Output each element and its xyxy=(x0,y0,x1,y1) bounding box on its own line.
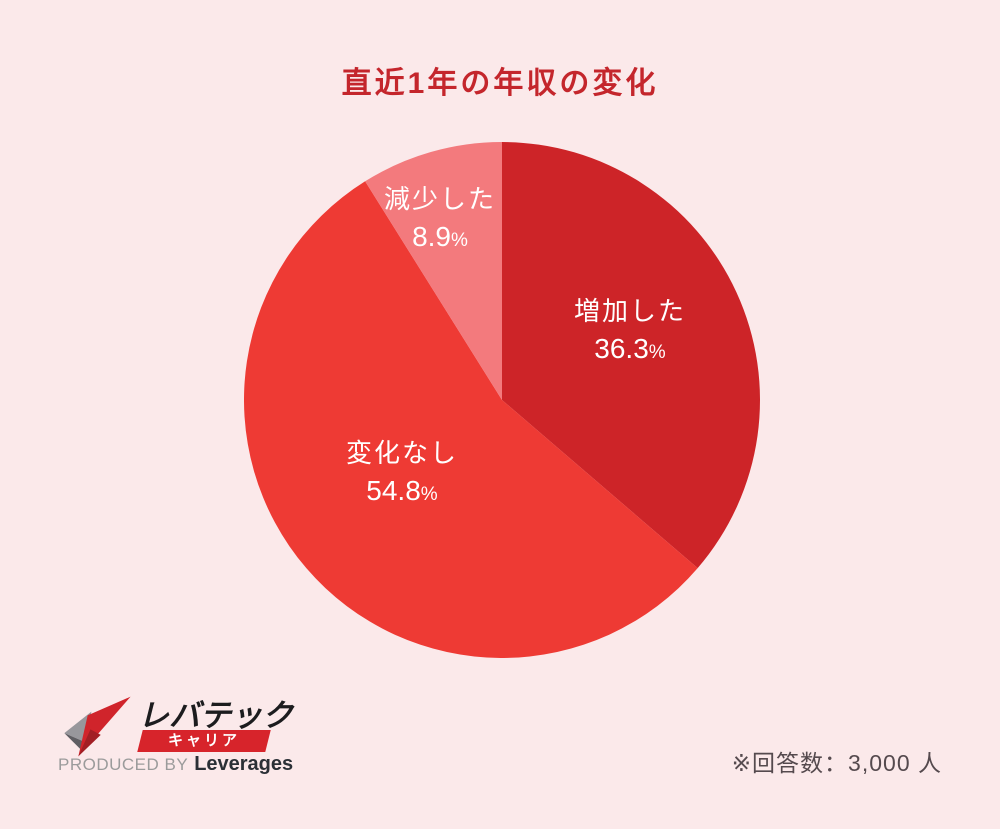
pie-slice-2 xyxy=(365,142,502,400)
slice-name-unchanged: 変化なし xyxy=(345,438,459,468)
slice-name-increased: 増加した xyxy=(573,296,687,326)
logo-brand-text: レバテック xyxy=(138,698,293,733)
logo-sub-brand-text: キャリア xyxy=(167,732,240,749)
slice-value-decreased: 8.9% xyxy=(384,216,496,262)
slice-label-unchanged: 変化なし 54.8% xyxy=(346,436,458,516)
slice-name-decreased: 減少した xyxy=(383,184,497,214)
chart-title: 直近1年の年収の変化 xyxy=(341,67,659,100)
pie-svg xyxy=(244,142,760,658)
logo-sub-brand-band: キャリア xyxy=(137,730,271,752)
levtech-career-logo: レバテック キャリア PRODUCED BY Leverages xyxy=(58,690,293,782)
pie-slice-1 xyxy=(244,181,698,658)
slice-label-increased: 増加した 36.3% xyxy=(574,294,686,374)
slice-value-increased: 36.3% xyxy=(574,328,686,374)
pie-chart: 増加した 36.3% 変化なし 54.8% 減少した 8.9% xyxy=(244,142,760,658)
slice-value-number: 36.3 xyxy=(594,333,649,364)
percent-sign: % xyxy=(451,230,468,251)
produced-by-text: PRODUCED BY xyxy=(58,755,189,774)
company-name-text: Leverages xyxy=(194,753,294,775)
logo-produced-line: PRODUCED BY Leverages xyxy=(58,753,293,776)
slice-value-number: 8.9 xyxy=(412,221,452,252)
percent-sign: % xyxy=(648,342,666,363)
levtech-logo-mark-icon xyxy=(64,696,131,757)
respondent-count-note: ※回答数：3,000 人 xyxy=(731,750,942,776)
slice-value-number: 54.8 xyxy=(366,475,421,506)
pie-slice-0 xyxy=(502,142,760,569)
slice-value-unchanged: 54.8% xyxy=(346,470,458,516)
percent-sign: % xyxy=(420,484,438,505)
slice-label-decreased: 減少した 8.9% xyxy=(384,182,496,262)
